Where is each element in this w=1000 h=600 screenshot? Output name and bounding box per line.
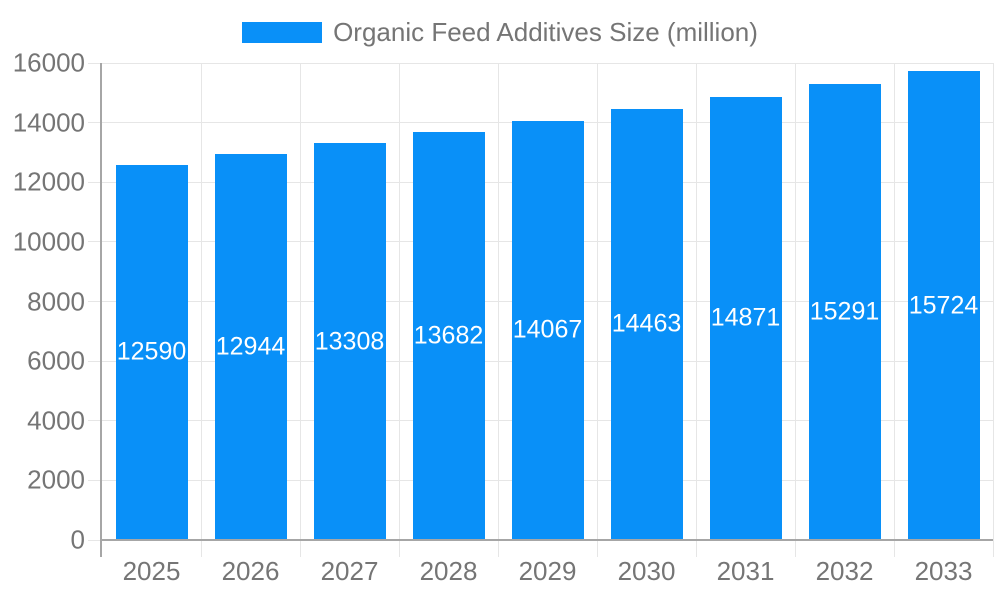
x-gridline — [497, 63, 499, 557]
x-axis-tick-label: 2029 — [518, 556, 577, 586]
y-gridline — [88, 62, 993, 64]
y-axis-tick-label: 6000 — [27, 345, 85, 376]
bar-value-label: 14067 — [512, 315, 583, 344]
legend-item[interactable]: Organic Feed Additives Size (million) — [242, 17, 758, 47]
bar-value-label: 13682 — [413, 321, 484, 350]
bar-2027[interactable] — [313, 143, 386, 540]
x-axis-tick-label: 2031 — [716, 556, 775, 586]
bar-2026[interactable] — [214, 154, 287, 540]
bar-2033[interactable] — [907, 71, 980, 540]
x-axis-line — [100, 539, 993, 541]
bar-2025[interactable] — [115, 164, 188, 540]
chart-legend: Organic Feed Additives Size (million) — [0, 17, 1000, 47]
y-axis-tick-label: 12000 — [12, 166, 85, 197]
y-axis-tick-label: 10000 — [12, 226, 85, 257]
x-gridline — [794, 63, 796, 557]
x-gridline — [398, 63, 400, 557]
x-gridline — [299, 63, 301, 557]
x-axis-tick-label: 2033 — [914, 556, 973, 586]
bar-value-label: 14871 — [710, 303, 781, 332]
x-axis-tick-label: 2032 — [815, 556, 874, 586]
legend-label: Organic Feed Additives Size (million) — [333, 17, 758, 47]
bar-2029[interactable] — [511, 120, 584, 540]
bar-2032[interactable] — [808, 84, 881, 540]
x-gridline — [893, 63, 895, 557]
x-gridline — [695, 63, 697, 557]
bar-value-label: 15291 — [809, 297, 880, 326]
x-gridline — [200, 63, 202, 557]
x-axis-tick-label: 2030 — [617, 556, 676, 586]
bar-value-label: 12590 — [116, 337, 187, 366]
legend-swatch-icon — [242, 21, 323, 43]
y-axis-tick-label: 4000 — [27, 405, 85, 436]
y-axis-line — [100, 63, 102, 557]
plot-area: 12590 12944 13308 13682 14067 14463 14871 15291… — [88, 62, 994, 557]
bar-value-label: 13308 — [314, 327, 385, 356]
y-axis-tick-label: 14000 — [12, 107, 85, 138]
y-axis-tick-label: 8000 — [27, 286, 85, 316]
x-gridline — [596, 63, 598, 557]
bar-value-label: 12944 — [215, 332, 286, 361]
x-axis-tick-label: 2026 — [221, 556, 280, 586]
y-axis-tick-label: 16000 — [12, 47, 85, 78]
x-axis-tick-label: 2027 — [320, 556, 379, 586]
bar-value-label: 15724 — [908, 291, 979, 320]
bar-2028[interactable] — [412, 132, 485, 540]
x-axis-tick-label: 2028 — [419, 556, 478, 586]
bar-2030[interactable] — [610, 108, 683, 540]
bar-value-label: 14463 — [611, 309, 682, 338]
x-axis-tick-label: 2025 — [122, 556, 181, 586]
y-axis-tick-label: 0 — [70, 524, 85, 555]
y-axis-tick-label: 2000 — [27, 464, 85, 495]
x-gridline — [992, 63, 994, 557]
bar-2031[interactable] — [709, 96, 782, 540]
